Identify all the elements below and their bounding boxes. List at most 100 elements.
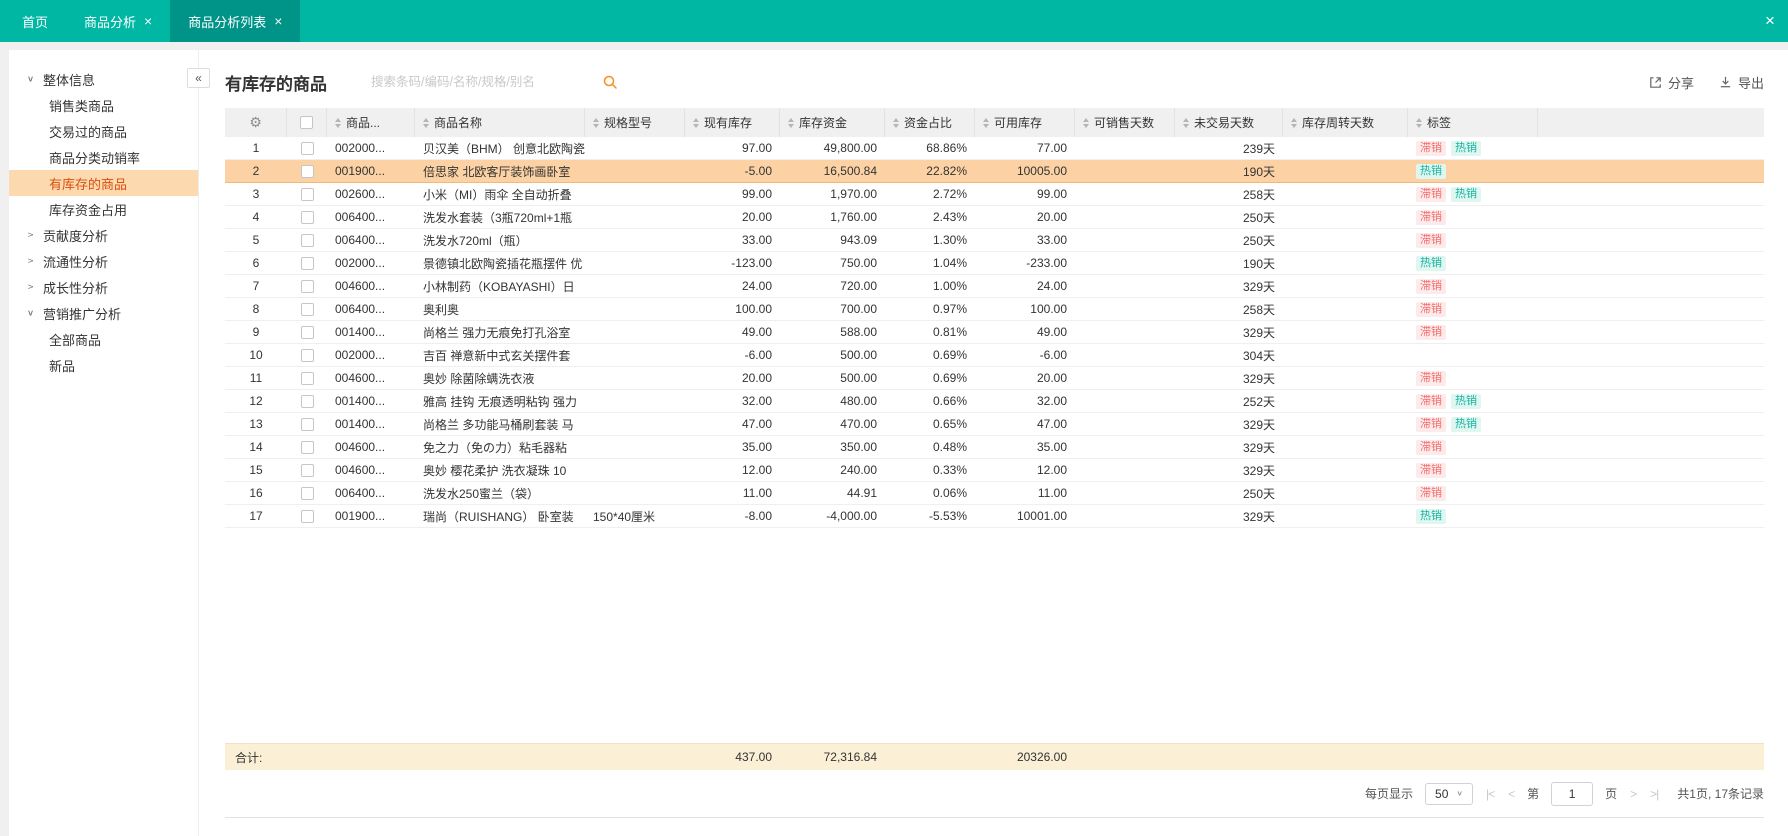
pagination: 每页显示 50 ∨ |< < 第 页 > >| 共1页, 17条记录 xyxy=(225,770,1764,818)
sidebar-item[interactable]: 交易过的商品 xyxy=(49,124,128,140)
table-row[interactable]: 17 001900... 瑞尚（RUISHANG） 卧室装 150*40厘米 -8.00… xyxy=(225,505,1764,528)
row-checkbox[interactable] xyxy=(300,371,314,385)
tab-close-icon[interactable]: × xyxy=(144,13,153,29)
column-header-stock[interactable]: 现有库存 xyxy=(685,108,780,137)
search-input[interactable] xyxy=(371,75,596,89)
sidebar-group[interactable]: > 贡献度分析 xyxy=(9,222,198,248)
sidebar-item[interactable]: 全部商品 xyxy=(49,332,102,348)
column-header-ratio[interactable]: 资金占比 xyxy=(885,108,975,137)
cell-code: 001400... xyxy=(335,417,386,431)
cell-sell xyxy=(1075,413,1175,435)
sort-icon[interactable] xyxy=(983,117,989,128)
column-header-fund[interactable]: 库存资金 xyxy=(780,108,885,137)
table-row[interactable]: 5 006400... 洗发水720ml（瓶） 33.00 943.09 1.30% 33.… xyxy=(225,229,1764,252)
table-row[interactable]: 9 001400... 尚格兰 强力无痕免打孔浴室 49.00 588.00 0.81% 4… xyxy=(225,321,1764,344)
table-row[interactable]: 10 002000... 吉百 禅意新中式玄关摆件套 -6.00 500.00 0.69%… xyxy=(225,344,1764,367)
sort-icon[interactable] xyxy=(335,117,341,128)
share-button[interactable]: 分享 xyxy=(1648,73,1694,92)
row-checkbox[interactable] xyxy=(300,279,314,293)
export-button[interactable]: 导出 xyxy=(1718,73,1764,92)
tag-hot: 热销 xyxy=(1451,416,1481,432)
row-checkbox-cell xyxy=(287,344,327,366)
row-checkbox[interactable] xyxy=(300,417,314,431)
sidebar-item[interactable]: 新品 xyxy=(49,358,76,374)
sidebar-group[interactable]: > 流通性分析 xyxy=(9,248,198,274)
search-box[interactable] xyxy=(371,74,618,90)
cell-fund: 750.00 xyxy=(840,256,877,270)
sidebar-group[interactable]: ∨ 整体信息 xyxy=(9,66,198,92)
column-header-turn[interactable]: 库存周转天数 xyxy=(1283,108,1408,137)
row-checkbox[interactable] xyxy=(300,302,314,316)
cell-code: 006400... xyxy=(335,210,386,224)
table-row[interactable]: 2 001900... 倍思家 北欧客厅装饰画卧室 -5.00 16,500.84 22.… xyxy=(225,160,1764,183)
row-checkbox[interactable] xyxy=(300,164,314,178)
sort-icon[interactable] xyxy=(693,117,699,128)
table-row[interactable]: 3 002600... 小米（MI）雨伞 全自动折叠 99.00 1,970.00 2.7… xyxy=(225,183,1764,206)
row-checkbox[interactable] xyxy=(300,440,314,454)
sort-icon[interactable] xyxy=(1416,117,1422,128)
next-page-button[interactable]: > xyxy=(1630,786,1637,801)
table-row[interactable]: 16 006400... 洗发水250蜜兰（袋） 11.00 44.91 0.06% 11.… xyxy=(225,482,1764,505)
cell-sell xyxy=(1075,206,1175,228)
sidebar-item[interactable]: 商品分类动销率 xyxy=(49,150,141,166)
row-checkbox[interactable] xyxy=(300,348,314,362)
cell-fund: 1,760.00 xyxy=(830,210,877,224)
table-row[interactable]: 4 006400... 洗发水套装（3瓶720ml+1瓶 20.00 1,760.00 2… xyxy=(225,206,1764,229)
sort-icon[interactable] xyxy=(1291,117,1297,128)
sort-icon[interactable] xyxy=(593,117,599,128)
sort-icon[interactable] xyxy=(1083,117,1089,128)
row-checkbox[interactable] xyxy=(300,509,314,523)
sort-icon[interactable] xyxy=(1183,117,1189,128)
tab-0[interactable]: 首页 xyxy=(4,0,66,42)
row-checkbox[interactable] xyxy=(300,463,314,477)
prev-page-button[interactable]: < xyxy=(1508,786,1515,801)
column-header-notrade[interactable]: 未交易天数 xyxy=(1175,108,1283,137)
table-row[interactable]: 7 004600... 小林制药（KOBAYASHI）日 24.00 720.00 1.0… xyxy=(225,275,1764,298)
first-page-button[interactable]: |< xyxy=(1485,786,1495,801)
sort-icon[interactable] xyxy=(893,117,899,128)
sidebar-item[interactable]: 销售类商品 xyxy=(49,98,115,114)
cell-spec xyxy=(585,436,685,458)
sidebar-group[interactable]: > 成长性分析 xyxy=(9,274,198,300)
row-checkbox[interactable] xyxy=(300,486,314,500)
table-row[interactable]: 1 002000... 贝汉美（BHM） 创意北欧陶瓷 97.00 49,800.00 6… xyxy=(225,137,1764,160)
table-row[interactable]: 14 004600... 免之力（免の力）粘毛器粘 35.00 350.00 0.48% 3… xyxy=(225,436,1764,459)
row-checkbox[interactable] xyxy=(300,233,314,247)
row-checkbox[interactable] xyxy=(300,187,314,201)
table-row[interactable]: 15 004600... 奥妙 樱花柔护 洗衣凝珠 10 12.00 240.00 0.3… xyxy=(225,459,1764,482)
page-number-input[interactable] xyxy=(1551,781,1594,806)
column-header-avail[interactable]: 可用库存 xyxy=(975,108,1075,137)
sidebar-collapse-button[interactable]: « xyxy=(187,68,210,88)
tab-1[interactable]: 商品分析 × xyxy=(66,0,170,42)
column-header-sell[interactable]: 可销售天数 xyxy=(1075,108,1175,137)
tab-close-icon[interactable]: × xyxy=(274,13,283,29)
column-header-name[interactable]: 商品名称 xyxy=(415,108,585,137)
search-icon[interactable] xyxy=(602,74,618,90)
column-header-spec[interactable]: 规格型号 xyxy=(585,108,685,137)
table-row[interactable]: 6 002000... 景德镇北欧陶瓷插花瓶摆件 优 -123.00 750.00 1.0… xyxy=(225,252,1764,275)
sort-icon[interactable] xyxy=(788,117,794,128)
table-row[interactable]: 11 004600... 奥妙 除菌除螨洗衣液 20.00 500.00 0.69% 20.… xyxy=(225,367,1764,390)
table-row[interactable]: 12 001400... 雅高 挂钩 无痕透明粘钩 强力 32.00 480.00 0.6… xyxy=(225,390,1764,413)
sidebar-group[interactable]: ∨ 营销推广分析 xyxy=(9,300,198,326)
row-checkbox[interactable] xyxy=(300,325,314,339)
cell-notrade: 304天 xyxy=(1242,348,1275,363)
row-checkbox[interactable] xyxy=(300,210,314,224)
sidebar-item[interactable]: 库存资金占用 xyxy=(49,202,128,218)
window-close-button[interactable]: × xyxy=(1752,0,1788,42)
table-row[interactable]: 8 006400... 奥利奥 100.00 700.00 0.97% 100.00 258天… xyxy=(225,298,1764,321)
cell-turn xyxy=(1283,137,1408,159)
settings-column-header[interactable]: ⚙ xyxy=(225,108,287,137)
column-header-code[interactable]: 商品... xyxy=(327,108,415,137)
last-page-button[interactable]: >| xyxy=(1650,786,1659,801)
sidebar-item[interactable]: 有库存的商品 xyxy=(9,170,198,196)
sort-icon[interactable] xyxy=(423,117,429,128)
row-checkbox[interactable] xyxy=(300,256,314,270)
select-all-checkbox[interactable] xyxy=(300,116,313,129)
tab-2[interactable]: 商品分析列表 × xyxy=(170,0,301,42)
table-row[interactable]: 13 001400... 尚格兰 多功能马桶刷套装 马 47.00 470.00 0.65… xyxy=(225,413,1764,436)
row-checkbox[interactable] xyxy=(300,394,314,408)
row-checkbox[interactable] xyxy=(300,141,314,155)
page-size-select[interactable]: 50 ∨ xyxy=(1425,782,1473,805)
column-header-tags[interactable]: 标签 xyxy=(1408,108,1538,137)
